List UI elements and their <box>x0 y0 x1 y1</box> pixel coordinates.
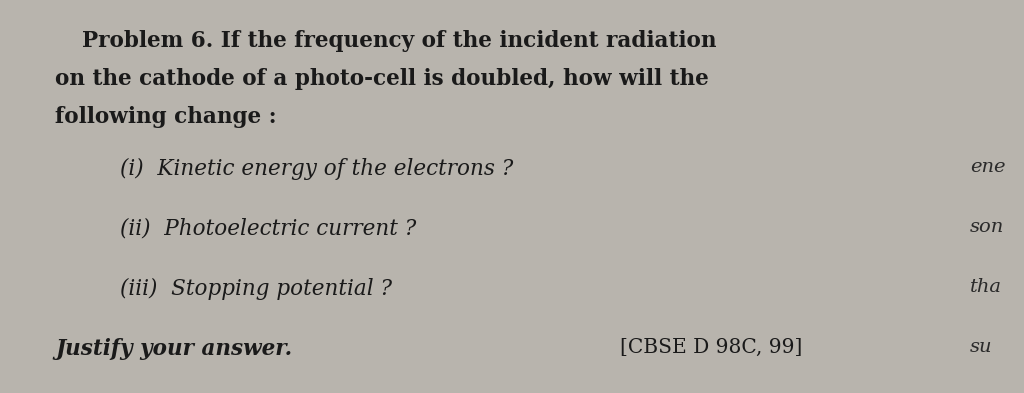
Text: Problem 6. If the frequency of the incident radiation: Problem 6. If the frequency of the incid… <box>82 30 717 52</box>
Text: on the cathode of a photo-cell is doubled, how will the: on the cathode of a photo-cell is double… <box>55 68 709 90</box>
Text: following change :: following change : <box>55 106 276 128</box>
Text: tha: tha <box>970 278 1002 296</box>
Text: [CBSE D 98C, 99]: [CBSE D 98C, 99] <box>620 338 803 357</box>
Text: (ii)  Photoelectric current ?: (ii) Photoelectric current ? <box>120 218 416 240</box>
Text: su: su <box>970 338 992 356</box>
Text: (i)  Kinetic energy of the electrons ?: (i) Kinetic energy of the electrons ? <box>120 158 513 180</box>
Text: (iii)  Stopping potential ?: (iii) Stopping potential ? <box>120 278 392 300</box>
Text: Justify your answer.: Justify your answer. <box>55 338 292 360</box>
Text: son: son <box>970 218 1005 236</box>
Text: ene: ene <box>970 158 1006 176</box>
